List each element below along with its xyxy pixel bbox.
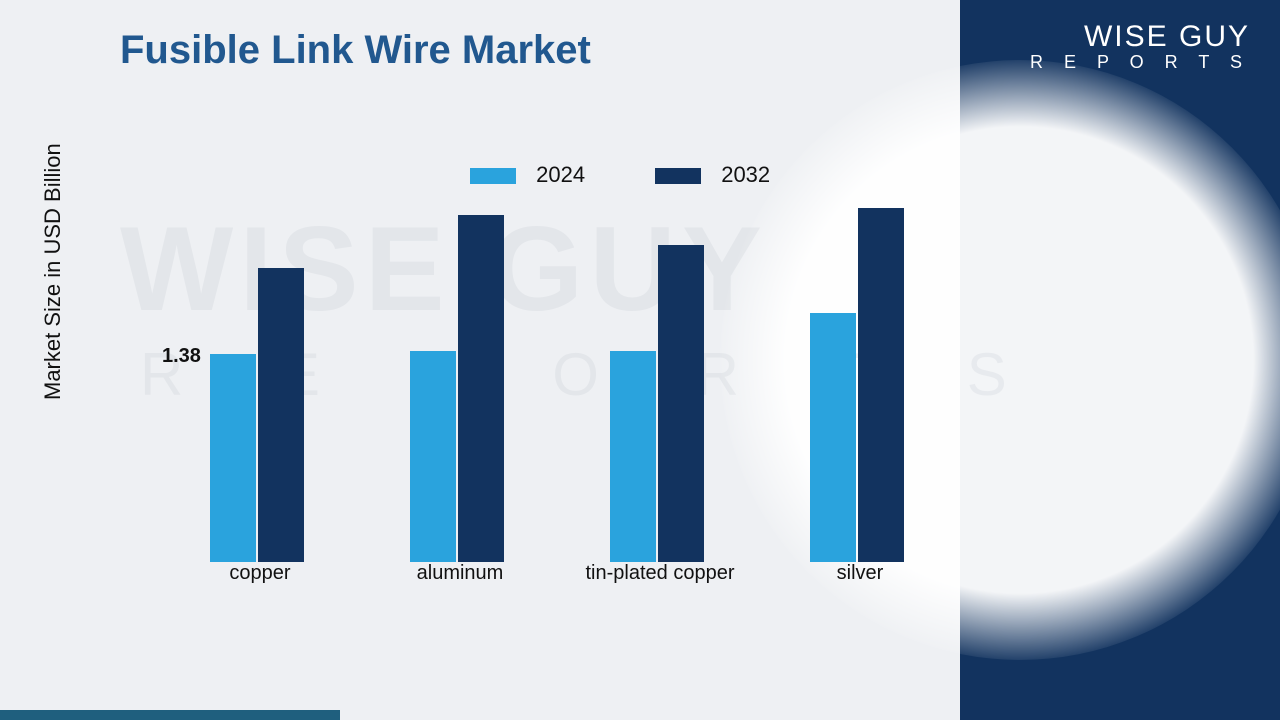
- bar: [210, 354, 256, 562]
- category-label: silver: [780, 562, 940, 585]
- bar: [258, 268, 304, 562]
- logo-line1: WISE GUY: [1030, 20, 1250, 54]
- logo-line2: R E P O R T S: [1030, 52, 1250, 73]
- category-label: tin-plated copper: [580, 562, 740, 585]
- plot-area: copperaluminumtin-plated coppersilver 1.…: [170, 170, 980, 600]
- y-axis-label: Market Size in USD Billion: [40, 143, 66, 400]
- chart-area: copper aluminum tin-plated copper silver 1.…: [100, 170, 980, 640]
- bar: [458, 215, 504, 562]
- bar: [810, 313, 856, 562]
- bar: [610, 351, 656, 562]
- value-label: 1.38: [162, 345, 201, 368]
- bar: [658, 245, 704, 562]
- bar: [858, 208, 904, 562]
- bar: [410, 351, 456, 562]
- stage: Fusible Link Wire Market WISE GUY R E P …: [0, 0, 1280, 720]
- category-label: aluminum: [380, 562, 540, 585]
- accent-bar: [0, 710, 340, 720]
- chart-title: Fusible Link Wire Market: [120, 28, 591, 73]
- brand-logo: WISE GUY R E P O R T S: [1030, 20, 1250, 73]
- category-label: copper: [180, 562, 340, 585]
- category-labels-row: copper aluminum tin-plated copper silver: [170, 562, 980, 606]
